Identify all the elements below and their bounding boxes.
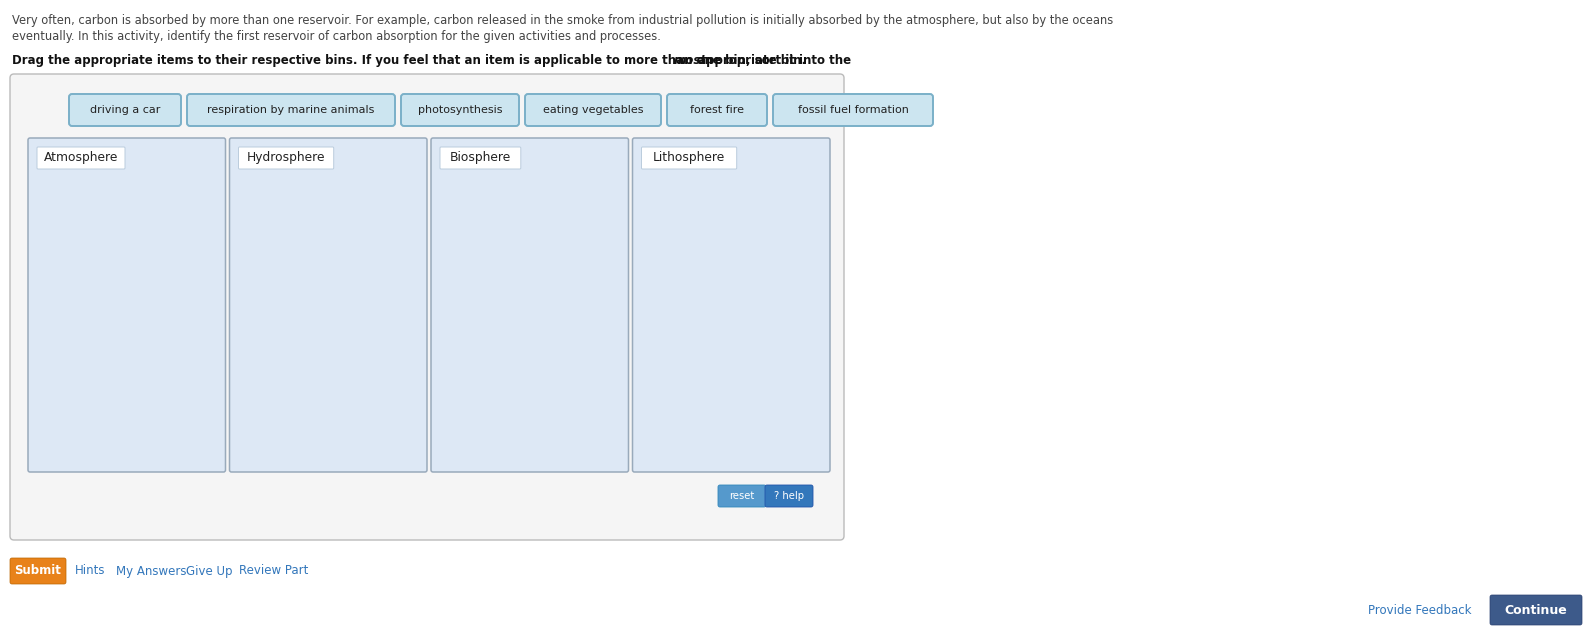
Text: driving a car: driving a car (89, 105, 160, 115)
Text: Very often, carbon is absorbed by more than one reservoir. For example, carbon r: Very often, carbon is absorbed by more t… (13, 14, 1114, 27)
Text: most: most (674, 54, 707, 67)
FancyBboxPatch shape (764, 485, 812, 507)
FancyBboxPatch shape (772, 94, 934, 126)
Text: appropriate bin.: appropriate bin. (694, 54, 806, 67)
Text: respiration by marine animals: respiration by marine animals (207, 105, 375, 115)
FancyBboxPatch shape (37, 147, 124, 169)
FancyBboxPatch shape (10, 558, 65, 584)
Text: Submit: Submit (14, 565, 61, 577)
FancyBboxPatch shape (440, 147, 520, 169)
Text: Biosphere: Biosphere (450, 151, 511, 165)
FancyBboxPatch shape (10, 74, 844, 540)
Text: eventually. In this activity, identify the first reservoir of carbon absorption : eventually. In this activity, identify t… (13, 30, 661, 43)
Text: fossil fuel formation: fossil fuel formation (798, 105, 908, 115)
FancyBboxPatch shape (69, 94, 180, 126)
Text: ? help: ? help (774, 491, 804, 501)
Text: Review Part: Review Part (238, 565, 308, 577)
FancyBboxPatch shape (667, 94, 768, 126)
Text: Provide Feedback: Provide Feedback (1368, 604, 1472, 616)
Text: Atmosphere: Atmosphere (43, 151, 118, 165)
Text: Hydrosphere: Hydrosphere (247, 151, 326, 165)
Text: Hints: Hints (75, 565, 105, 577)
Text: photosynthesis: photosynthesis (418, 105, 503, 115)
FancyBboxPatch shape (401, 94, 519, 126)
Text: reset: reset (729, 491, 755, 501)
FancyBboxPatch shape (238, 147, 334, 169)
FancyBboxPatch shape (525, 94, 661, 126)
FancyBboxPatch shape (230, 138, 428, 472)
FancyBboxPatch shape (1491, 595, 1582, 625)
Text: Lithosphere: Lithosphere (653, 151, 725, 165)
FancyBboxPatch shape (632, 138, 830, 472)
Text: forest fire: forest fire (689, 105, 744, 115)
FancyBboxPatch shape (29, 138, 225, 472)
FancyBboxPatch shape (642, 147, 737, 169)
Text: Continue: Continue (1505, 604, 1567, 616)
FancyBboxPatch shape (187, 94, 394, 126)
FancyBboxPatch shape (431, 138, 629, 472)
Text: Give Up: Give Up (187, 565, 233, 577)
Text: Drag the appropriate items to their respective bins. If you feel that an item is: Drag the appropriate items to their resp… (13, 54, 855, 67)
Text: My Answers: My Answers (117, 565, 187, 577)
Text: eating vegetables: eating vegetables (543, 105, 643, 115)
FancyBboxPatch shape (718, 485, 766, 507)
